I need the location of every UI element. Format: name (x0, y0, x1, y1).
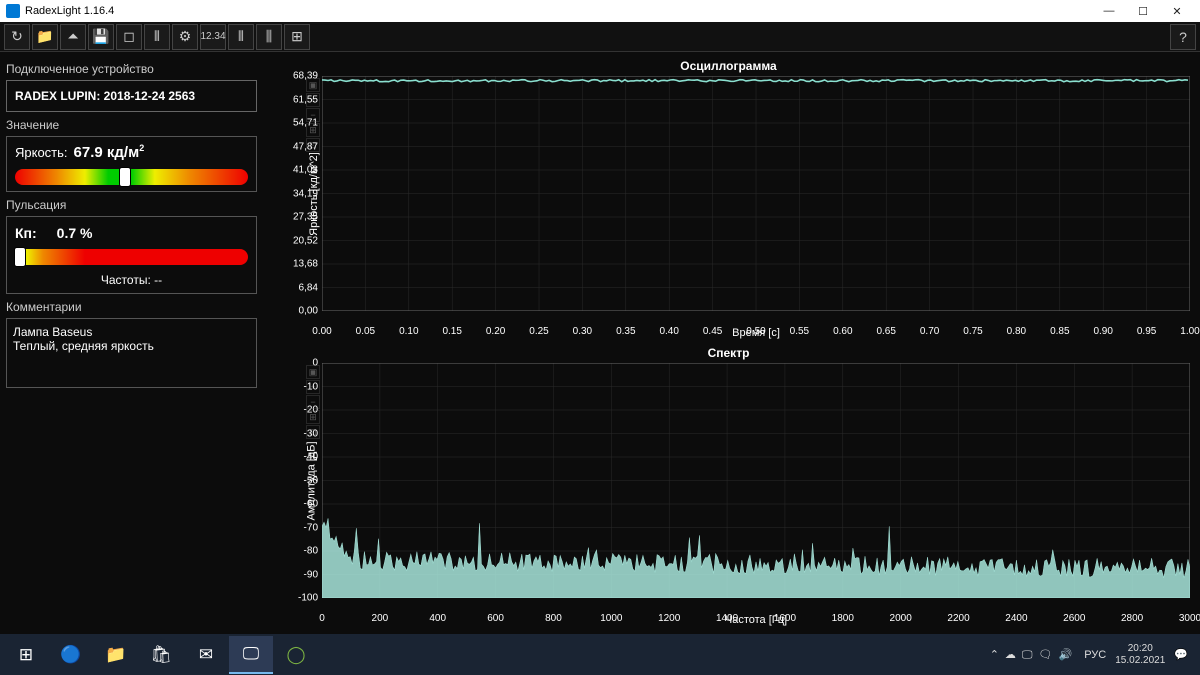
tray-lang[interactable]: РУС (1084, 649, 1106, 661)
spectrum-chart: Спектр Амплитуда [дБ] Частота [Гц] 0-10-… (267, 343, 1190, 630)
toolbar-button-0[interactable]: ↻ (4, 24, 30, 50)
toolbar-button-3[interactable]: 💾 (88, 24, 114, 50)
toolbar-button-8[interactable]: ⫴ (228, 24, 254, 50)
sidebar: Подключенное устройство RADEX LUPIN: 201… (0, 52, 263, 634)
spec-title: Спектр (267, 343, 1190, 363)
title-bar: RadexLight 1.16.4 — ☐ ✕ (0, 0, 1200, 22)
toolbar-button-7[interactable]: 12.34 (200, 24, 226, 50)
minimize-button[interactable]: — (1092, 0, 1126, 22)
brightness-label: Яркость: (15, 145, 68, 160)
pulsation-panel: Кп: 0.7 % Частоты: -- (6, 216, 257, 294)
brightness-value: 67.9 кд/м (74, 144, 140, 161)
close-button[interactable]: ✕ (1160, 0, 1194, 22)
notification-icon[interactable]: 💬 (1174, 648, 1188, 661)
app-icon (6, 4, 20, 18)
taskbar-app-active[interactable]: 🖵 (229, 636, 273, 674)
maximize-button[interactable]: ☐ (1126, 0, 1160, 22)
pulsation-bar (15, 249, 248, 265)
toolbar-button-2[interactable]: ⏶ (60, 24, 86, 50)
system-tray[interactable]: ⌃☁🖵🗨🔊 РУС 20:20 15.02.2021 💬 (987, 643, 1196, 666)
osc-title: Осциллограмма (267, 56, 1190, 76)
comments-section-label: Комментарии (6, 300, 257, 314)
comment-line: Теплый, средняя яркость (13, 339, 250, 353)
taskbar: ⊞ 🔵 📁 🛍 ✉ 🖵 ◯ ⌃☁🖵🗨🔊 РУС 20:20 15.02.2021… (0, 634, 1200, 675)
brightness-bar (15, 169, 248, 185)
taskbar-app[interactable]: 🛍 (139, 636, 183, 674)
taskbar-app[interactable]: 📁 (94, 636, 138, 674)
oscillogram-chart: Осциллограмма Яркость [кд/м^2] Время [с]… (267, 56, 1190, 343)
toolbar-button-1[interactable]: 📁 (32, 24, 58, 50)
kn-label: Кп: (15, 225, 37, 241)
brightness-pointer (119, 167, 131, 187)
kn-value: 0.7 % (57, 225, 93, 241)
pulsation-section-label: Пульсация (6, 198, 257, 212)
toolbar-button-9[interactable]: ⫼ (256, 24, 282, 50)
device-name: RADEX LUPIN: 2018-12-24 2563 (6, 80, 257, 112)
taskbar-app[interactable]: 🔵 (49, 636, 93, 674)
toolbar-button-4[interactable]: ◻ (116, 24, 142, 50)
toolbar-button-6[interactable]: ⚙ (172, 24, 198, 50)
chart-tools[interactable]: ▣+−⊞⊡ (306, 365, 320, 439)
taskbar-app[interactable]: ◯ (274, 636, 318, 674)
toolbar-button-5[interactable]: ⫴ (144, 24, 170, 50)
window-title: RadexLight 1.16.4 (25, 5, 114, 17)
frequency-label: Частоты: -- (15, 273, 248, 287)
tray-clock[interactable]: 20:20 15.02.2021 (1115, 643, 1165, 666)
value-section-label: Значение (6, 118, 257, 132)
help-button[interactable]: ? (1170, 24, 1196, 50)
brightness-panel: Яркость: 67.9 кд/м2 (6, 136, 257, 192)
comments-box[interactable]: Лампа Baseus Теплый, средняя яркость (6, 318, 257, 388)
charts-area: Осциллограмма Яркость [кд/м^2] Время [с]… (263, 52, 1200, 634)
comment-line: Лампа Baseus (13, 325, 250, 339)
toolbar: ↻📁⏶💾◻⫴⚙12.34⫴⫼⊞ ? (0, 22, 1200, 52)
start-button[interactable]: ⊞ (4, 636, 48, 674)
taskbar-app[interactable]: ✉ (184, 636, 228, 674)
device-section-label: Подключенное устройство (6, 62, 257, 76)
toolbar-button-10[interactable]: ⊞ (284, 24, 310, 50)
chart-tools[interactable]: ▣+−⊞⊡ (306, 78, 320, 152)
pulsation-pointer (14, 247, 26, 267)
